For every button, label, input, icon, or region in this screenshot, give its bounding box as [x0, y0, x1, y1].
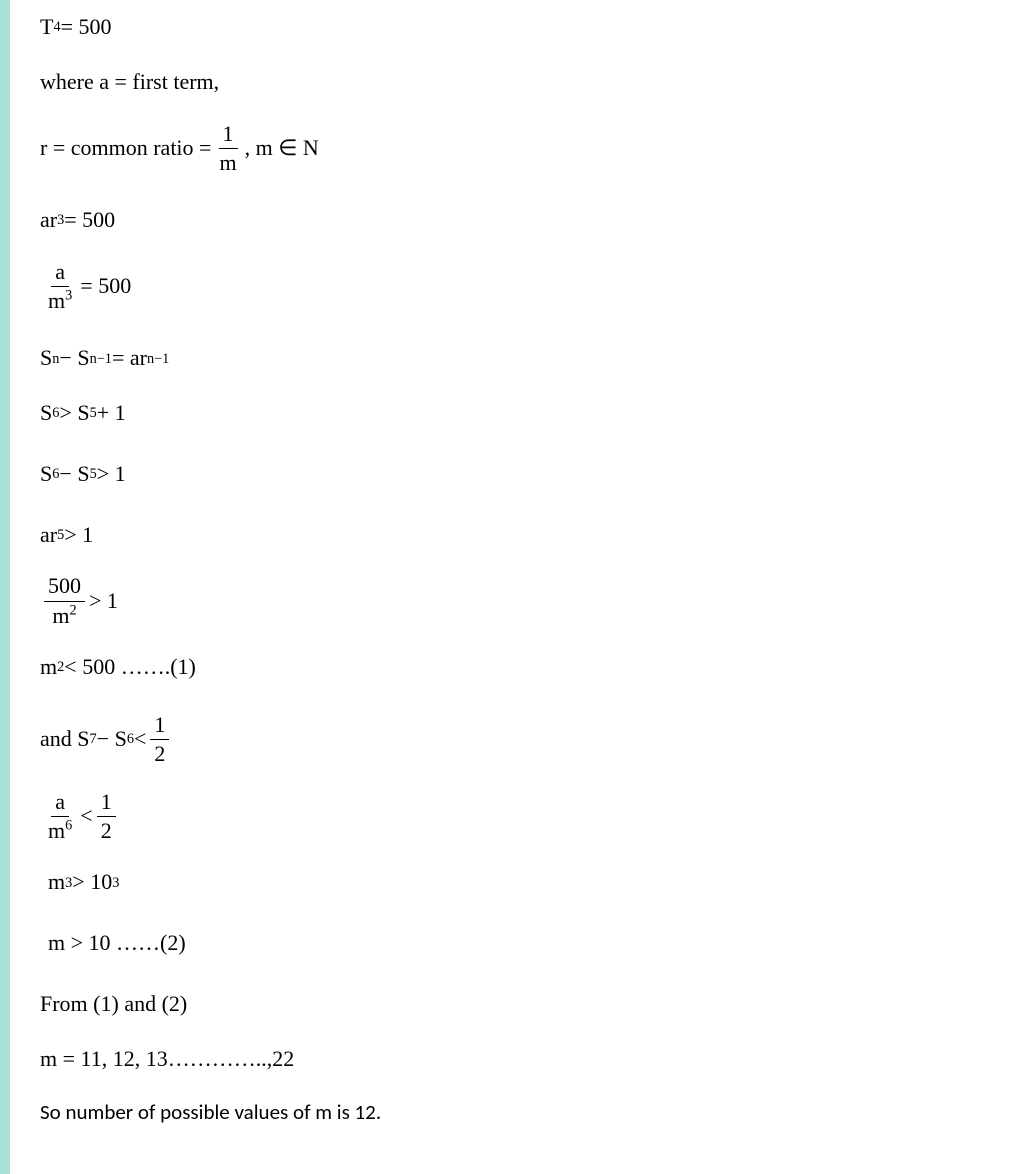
line-s6-gt-s5-plus1: S6 > S5 + 1: [40, 398, 1000, 429]
fraction: a m6: [44, 790, 76, 843]
text: S: [40, 398, 52, 429]
text: <: [80, 801, 92, 832]
line-ar5: ar5 > 1: [40, 520, 1000, 551]
numerator: a: [51, 260, 69, 287]
text: − S: [59, 343, 89, 374]
text: + 1: [97, 398, 126, 429]
text: where a = first term,: [40, 67, 219, 98]
text: ar: [40, 520, 57, 551]
line-a-over-m3: a m3 = 500: [40, 260, 1000, 313]
line-common-ratio: r = common ratio = 1 m , m ∈ N: [40, 122, 1000, 175]
line-from-1-2: From (1) and (2): [40, 989, 1000, 1020]
text: S: [40, 343, 52, 374]
fraction: a m3: [44, 260, 76, 313]
line-t4: T4 = 500: [40, 12, 1000, 43]
line-m-values: m = 11, 12, 13…………..,22: [40, 1044, 1000, 1075]
line-m2-lt-500: m2 < 500 …….(1): [40, 652, 1000, 683]
text: r = common ratio =: [40, 133, 211, 164]
text: < 500 …….(1): [64, 652, 196, 683]
denominator: 2: [97, 817, 116, 843]
line-and-s7-s6: and S7 − S6 < 1 2: [40, 713, 1000, 766]
side-accent-bar: [0, 0, 10, 1174]
text: So number of possible values of m is 12.: [40, 1098, 381, 1127]
text: ar: [40, 205, 57, 236]
numerator: 1: [97, 790, 116, 817]
line-ar3: ar3 = 500: [40, 205, 1000, 236]
text: T: [40, 12, 53, 43]
text: = 500: [61, 12, 112, 43]
fraction: 1 m: [215, 122, 240, 175]
text: − S: [97, 724, 127, 755]
math-content: T4 = 500 where a = first term, r = commo…: [40, 12, 1000, 1152]
line-s6-minus-s5: S6 − S5 > 1: [40, 459, 1000, 490]
text: = 500: [80, 271, 131, 302]
line-m-gt-10: m > 10 ……(2): [40, 928, 1000, 959]
text: and S: [40, 724, 90, 755]
text: = ar: [112, 343, 147, 374]
numerator: 1: [150, 713, 169, 740]
text: m > 10 ……(2): [48, 928, 186, 959]
denominator: m6: [44, 817, 76, 843]
text: > 1: [89, 586, 118, 617]
text: <: [134, 724, 146, 755]
text: > S: [59, 398, 89, 429]
line-500-over-m2: 500 m2 > 1: [40, 574, 1000, 627]
text: m: [40, 652, 57, 683]
text: S: [40, 459, 52, 490]
line-a-over-m6: a m6 < 1 2: [40, 790, 1000, 843]
denominator: m3: [44, 287, 76, 313]
line-where-a: where a = first term,: [40, 67, 1000, 98]
text: m = 11, 12, 13…………..,22: [40, 1044, 294, 1075]
text: > 1: [97, 459, 126, 490]
fraction: 1 2: [150, 713, 169, 766]
numerator: 500: [44, 574, 85, 601]
text: , m ∈ N: [245, 133, 319, 164]
line-conclusion: So number of possible values of m is 12.: [40, 1098, 1000, 1127]
line-sn-diff: Sn − Sn−1 = arn−1: [40, 343, 1000, 374]
text: From (1) and (2): [40, 989, 187, 1020]
text: > 1: [64, 520, 93, 551]
denominator: m2: [48, 602, 80, 628]
text: m: [48, 867, 65, 898]
numerator: 1: [219, 122, 238, 149]
text: > 10: [72, 867, 112, 898]
denominator: m: [215, 149, 240, 175]
text: − S: [59, 459, 89, 490]
fraction: 1 2: [97, 790, 116, 843]
denominator: 2: [150, 740, 169, 766]
line-m3-gt-103: m3 > 103: [40, 867, 1000, 898]
text: = 500: [64, 205, 115, 236]
numerator: a: [51, 790, 69, 817]
fraction: 500 m2: [44, 574, 85, 627]
